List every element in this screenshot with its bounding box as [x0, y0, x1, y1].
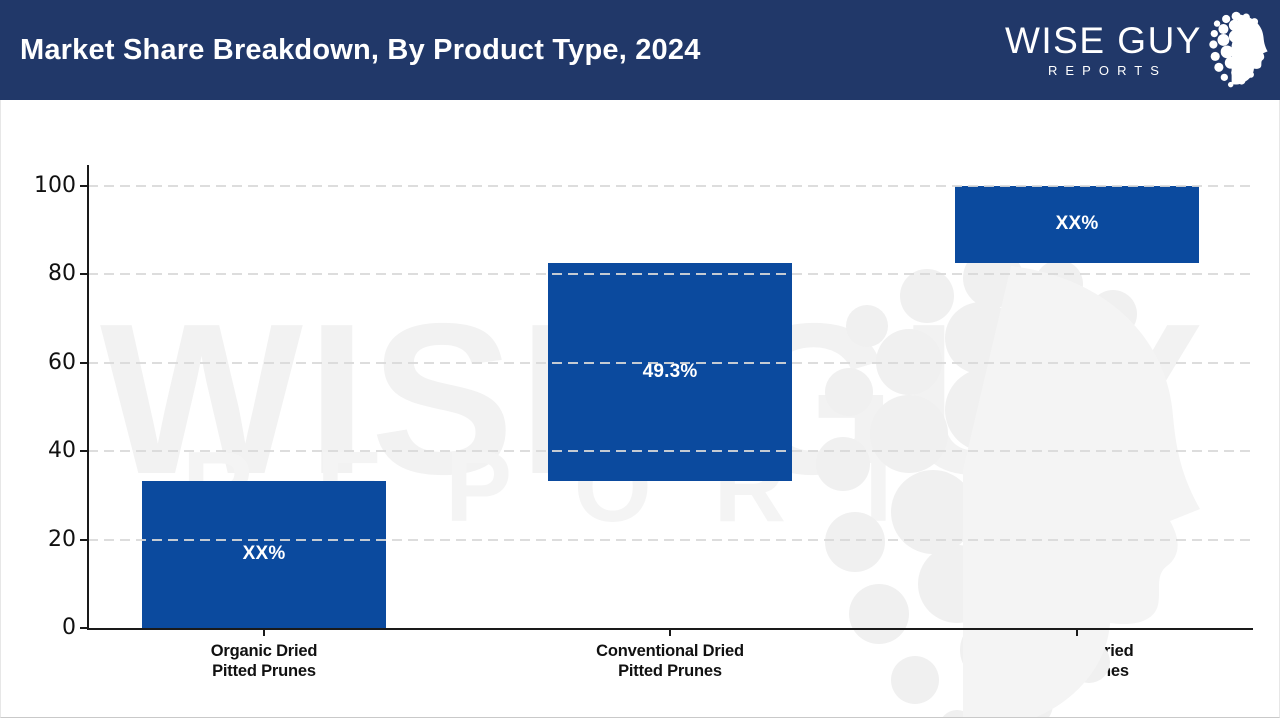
y-axis-tick-mark — [80, 185, 88, 187]
bar-value-label: XX% — [242, 543, 286, 565]
horizontal-gridline — [88, 273, 1253, 276]
y-axis-tick-label: 40 — [48, 438, 76, 464]
header-bar: Market Share Breakdown, By Product Type,… — [0, 0, 1280, 100]
y-axis-tick-mark — [80, 273, 88, 276]
x-category-label-line: Pitted Prunes — [212, 662, 316, 680]
logo-wordmark: WISE GUY — [1004, 20, 1202, 61]
y-axis-spine — [87, 165, 89, 630]
x-axis-tick-mark — [669, 630, 671, 636]
y-axis-tick-label: 100 — [34, 173, 76, 198]
horizontal-gridline — [88, 450, 1253, 453]
y-axis-tick-mark — [80, 450, 88, 453]
y-axis-tick-label: 80 — [48, 261, 76, 287]
x-category-label-line: Conventional Dried — [596, 642, 744, 660]
logo-subtitle: REPORTS — [1047, 63, 1168, 78]
horizontal-gridline — [88, 361, 1253, 364]
y-axis-tick-label: 20 — [48, 526, 76, 552]
x-category-label: Organic Dried Pitted Prunes — [104, 641, 424, 681]
waterfall-bar-segment: XX% — [142, 480, 386, 628]
logo-text: WISE GUY REPORTS — [1005, 21, 1202, 79]
bar-value-label: 49.3% — [642, 360, 698, 382]
y-axis-tick-label: 0 — [62, 615, 76, 640]
page-title: Market Share Breakdown, By Product Type,… — [20, 33, 701, 66]
horizontal-gridline — [88, 538, 1253, 541]
y-axis-tick-mark — [80, 361, 88, 364]
x-category-label-line: Pitted Prunes — [618, 662, 722, 680]
y-axis-tick-mark — [80, 627, 88, 629]
x-axis-spine — [87, 628, 1253, 630]
x-category-label: Conventional Dried Pitted Prunes — [510, 641, 830, 681]
x-category-label-line: Organic Dried — [210, 642, 318, 660]
bar-value-label: XX% — [1055, 213, 1099, 235]
waterfall-bar-segment: XX% — [955, 186, 1199, 263]
waterfall-bar-segment: 49.3% — [548, 262, 792, 481]
y-axis-tick-label: 60 — [48, 349, 76, 375]
y-axis-tick-mark — [80, 538, 88, 541]
x-axis-tick-mark — [1076, 630, 1078, 636]
x-axis-tick-mark — [263, 630, 265, 636]
horizontal-gridline — [88, 185, 1253, 187]
wise-guy-reports-logo: WISE GUY REPORTS — [1005, 9, 1280, 91]
waterfall-chart: 0 20 40 60 80 100 XX% 49.3% XX% Organic Dried Pitt… — [0, 100, 1280, 720]
dotted-face-icon — [1209, 11, 1268, 88]
watermark-dotted-face — [816, 248, 1200, 717]
